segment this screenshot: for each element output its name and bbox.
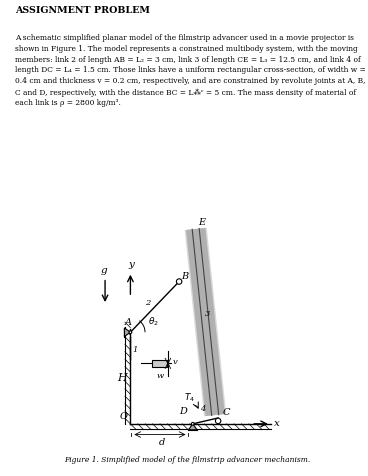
Text: 4: 4	[200, 405, 205, 413]
Bar	[152, 360, 167, 367]
Text: Figure 1. Simplified model of the filmstrip advancer mechanism.: Figure 1. Simplified model of the filmst…	[64, 456, 311, 464]
Text: w: w	[156, 372, 163, 380]
Text: D: D	[178, 407, 187, 416]
Text: A: A	[125, 318, 132, 327]
Text: 2: 2	[145, 299, 151, 307]
Circle shape	[176, 279, 182, 284]
Text: 3: 3	[205, 310, 210, 318]
Polygon shape	[124, 328, 130, 337]
Circle shape	[215, 418, 221, 424]
Text: H: H	[117, 373, 127, 383]
Text: E: E	[199, 218, 206, 227]
Text: ASSIGNMENT PROBLEM: ASSIGNMENT PROBLEM	[15, 6, 150, 15]
Text: C: C	[222, 408, 230, 417]
Text: B: B	[181, 272, 188, 280]
Circle shape	[129, 331, 132, 334]
Text: A schematic simplified planar model of the filmstrip advancer used in a movie pr: A schematic simplified planar model of t…	[15, 34, 365, 107]
Text: y: y	[128, 260, 134, 269]
Text: $\theta_2$: $\theta_2$	[148, 316, 159, 328]
Text: v: v	[172, 358, 177, 367]
Circle shape	[191, 423, 194, 425]
Text: g: g	[101, 266, 107, 275]
Text: d: d	[159, 438, 165, 447]
Text: 1: 1	[132, 346, 138, 354]
Text: O: O	[120, 413, 128, 421]
Text: x: x	[274, 419, 280, 428]
Polygon shape	[188, 424, 197, 430]
Text: $T_4$: $T_4$	[184, 391, 195, 404]
